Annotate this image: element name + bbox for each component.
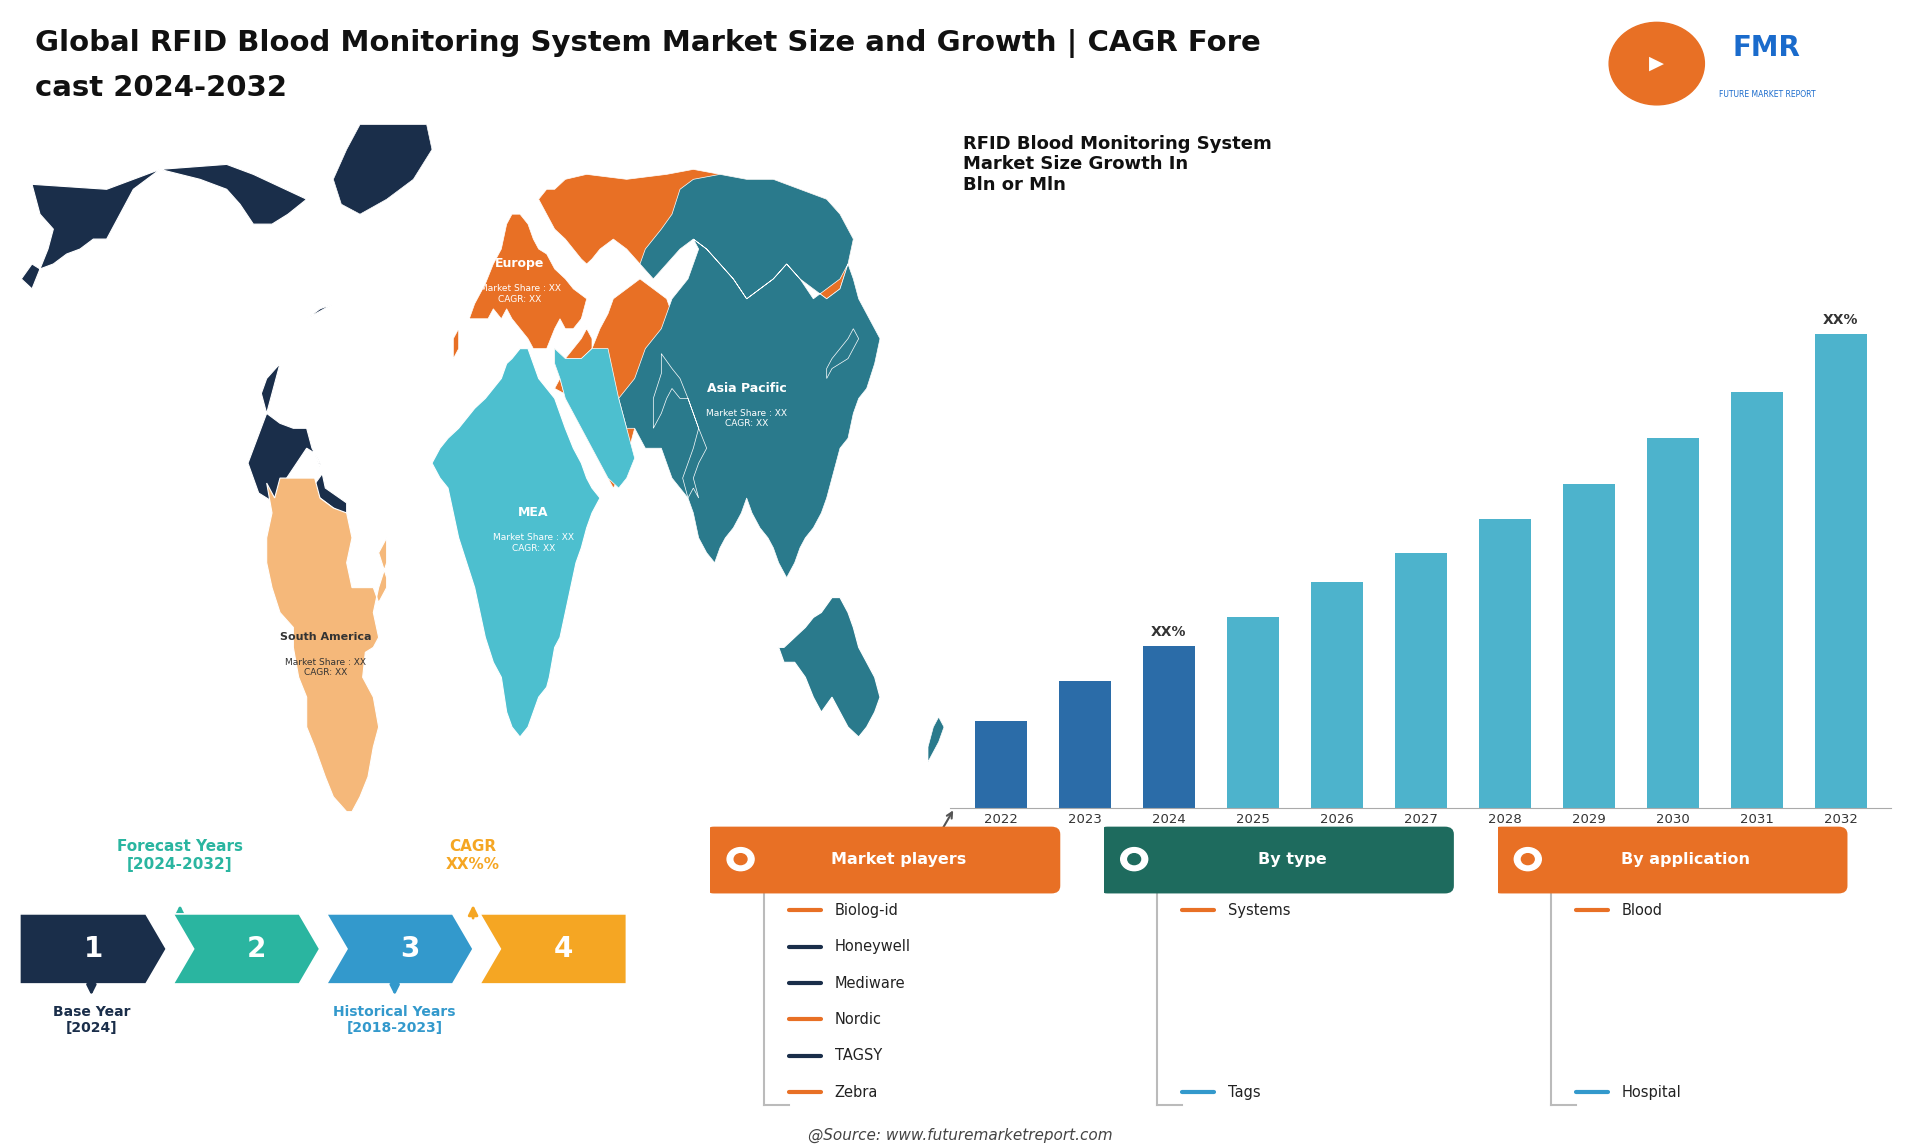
Text: 4: 4 <box>553 935 572 963</box>
Polygon shape <box>19 913 167 984</box>
Bar <box>1730 392 1784 808</box>
Circle shape <box>1515 848 1542 871</box>
Bar <box>1058 681 1112 808</box>
Circle shape <box>733 854 747 864</box>
Polygon shape <box>927 717 945 762</box>
Bar <box>1814 333 1866 808</box>
Polygon shape <box>618 174 879 578</box>
Text: XX%: XX% <box>1152 625 1187 639</box>
Text: Asia Pacific: Asia Pacific <box>707 382 787 395</box>
Text: Mediware: Mediware <box>835 975 906 990</box>
Text: FUTURE MARKET REPORT: FUTURE MARKET REPORT <box>1718 91 1814 99</box>
Text: Hospital: Hospital <box>1622 1085 1682 1100</box>
FancyBboxPatch shape <box>1098 826 1453 894</box>
Text: Tags: Tags <box>1229 1085 1261 1100</box>
Polygon shape <box>480 913 626 984</box>
Text: MEA: MEA <box>518 507 549 519</box>
Text: Honeywell: Honeywell <box>835 939 910 955</box>
Bar <box>1142 646 1194 808</box>
Circle shape <box>1521 854 1534 864</box>
Polygon shape <box>21 164 348 523</box>
Text: Biolog-id: Biolog-id <box>835 903 899 918</box>
Bar <box>1647 438 1699 808</box>
Text: Market Share : XX
CAGR: XX: Market Share : XX CAGR: XX <box>493 533 574 552</box>
Text: FMR: FMR <box>1734 34 1801 62</box>
Text: South America: South America <box>280 633 371 643</box>
Text: ▶: ▶ <box>1649 54 1665 73</box>
Text: XX%: XX% <box>1824 313 1859 327</box>
Circle shape <box>728 848 755 871</box>
Text: @Source: www.futuremarketreport.com: @Source: www.futuremarketreport.com <box>808 1128 1112 1143</box>
Text: Market Share : XX
CAGR: XX: Market Share : XX CAGR: XX <box>173 309 253 329</box>
Text: Forecast Years
[2024-2032]: Forecast Years [2024-2032] <box>117 839 244 872</box>
Text: Nordic: Nordic <box>835 1012 881 1027</box>
Polygon shape <box>267 478 386 811</box>
Text: Market Share : XX
CAGR: XX: Market Share : XX CAGR: XX <box>480 284 561 304</box>
Polygon shape <box>555 348 636 488</box>
Text: Historical Years
[2018-2023]: Historical Years [2018-2023] <box>334 1005 455 1035</box>
Polygon shape <box>555 278 672 488</box>
Bar <box>1563 484 1615 808</box>
Text: North
America: North America <box>184 275 242 303</box>
Text: TAGSY: TAGSY <box>835 1049 881 1063</box>
Bar <box>975 721 1027 808</box>
Polygon shape <box>326 913 472 984</box>
Circle shape <box>1121 848 1148 871</box>
Bar <box>1311 582 1363 808</box>
Text: 2: 2 <box>248 935 267 963</box>
Polygon shape <box>540 170 852 299</box>
Text: CAGR
XX%%: CAGR XX%% <box>445 839 499 872</box>
Polygon shape <box>828 329 858 378</box>
Polygon shape <box>173 913 321 984</box>
Text: Market players: Market players <box>831 851 966 866</box>
Text: By type: By type <box>1258 851 1327 866</box>
Polygon shape <box>453 214 591 399</box>
Text: Zebra: Zebra <box>835 1085 877 1100</box>
Text: Systems: Systems <box>1229 903 1290 918</box>
Text: RFID Blood Monitoring System
Market Size Growth In
Bln or Mln: RFID Blood Monitoring System Market Size… <box>964 134 1271 194</box>
Text: By application: By application <box>1620 851 1751 866</box>
Text: 1: 1 <box>83 935 104 963</box>
Text: Global RFID Blood Monitoring System Market Size and Growth | CAGR Fore: Global RFID Blood Monitoring System Mark… <box>35 29 1260 57</box>
FancyBboxPatch shape <box>1492 826 1847 894</box>
Polygon shape <box>432 348 599 737</box>
Polygon shape <box>780 597 879 737</box>
Text: Base Year
[2024]: Base Year [2024] <box>52 1005 131 1035</box>
Text: Market Share : XX
CAGR: XX: Market Share : XX CAGR: XX <box>707 409 787 427</box>
Text: cast 2024-2032: cast 2024-2032 <box>35 74 286 102</box>
Bar <box>1478 519 1530 808</box>
Circle shape <box>1609 23 1705 104</box>
Circle shape <box>1127 854 1140 864</box>
FancyBboxPatch shape <box>705 826 1060 894</box>
Text: Blood: Blood <box>1622 903 1663 918</box>
Text: Market Share : XX
CAGR: XX: Market Share : XX CAGR: XX <box>284 658 367 677</box>
Bar <box>1394 554 1448 808</box>
Polygon shape <box>653 354 707 499</box>
Text: Europe: Europe <box>495 258 545 270</box>
Bar <box>1227 617 1279 808</box>
Polygon shape <box>334 125 432 214</box>
Text: 3: 3 <box>401 935 420 963</box>
